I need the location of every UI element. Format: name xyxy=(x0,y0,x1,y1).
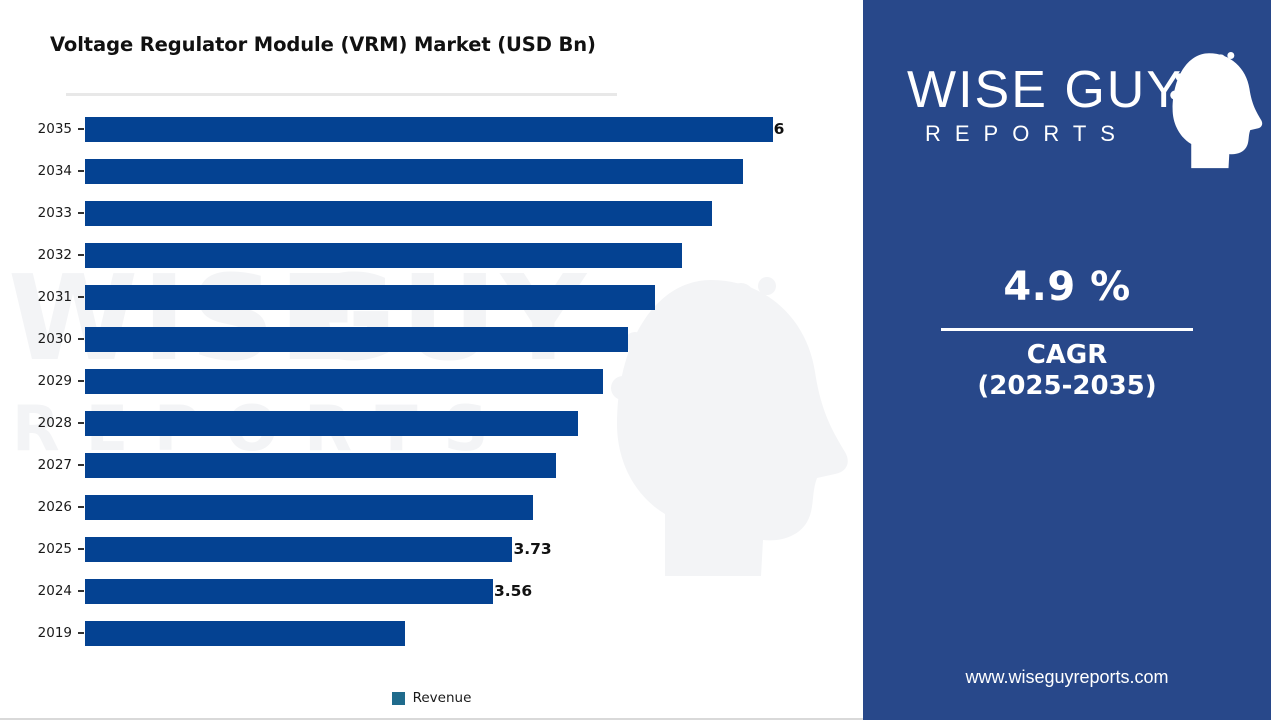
bar xyxy=(85,494,534,520)
brand-panel: WISE GUY REPORTS 4.9 xyxy=(863,0,1271,720)
cagr-value: 4.9 % xyxy=(1003,264,1131,310)
bar-container xyxy=(85,150,743,192)
bar-row: 2029 xyxy=(0,360,863,402)
cagr-divider xyxy=(941,328,1193,331)
bar-container xyxy=(85,192,712,234)
logo-primary-text: WISE GUY xyxy=(907,61,1184,119)
chart-title: Voltage Regulator Module (VRM) Market (U… xyxy=(50,33,596,56)
bar-row: 2024 3.56 xyxy=(0,570,863,612)
chart-legend: Revenue xyxy=(0,690,863,706)
bar xyxy=(85,200,712,226)
y-axis-tick-mark xyxy=(78,170,84,172)
y-axis-tick-label: 2025 xyxy=(37,541,72,557)
bar-value-label: 6 xyxy=(773,120,785,138)
y-axis-tick-mark xyxy=(78,128,84,130)
bar-row: 2034 xyxy=(0,150,863,192)
bar xyxy=(85,578,493,604)
wiseguyreports-logo: WISE GUY REPORTS xyxy=(863,38,1271,174)
bar-row: 2019 xyxy=(0,612,863,654)
bar-container xyxy=(85,402,578,444)
bar-container xyxy=(85,612,405,654)
y-axis-tick-label: 2029 xyxy=(37,373,72,389)
bar-container: 6 xyxy=(85,108,784,150)
legend-label-revenue: Revenue xyxy=(412,690,472,706)
bar-container xyxy=(85,486,534,528)
y-axis-tick-mark xyxy=(78,506,84,508)
bar-row: 2025 3.73 xyxy=(0,528,863,570)
bar-row: 2032 xyxy=(0,234,863,276)
bar-value-label: 3.73 xyxy=(513,540,552,558)
y-axis-tick-mark xyxy=(78,632,84,634)
y-axis-tick-label: 2026 xyxy=(37,499,72,515)
y-axis-tick-label: 2033 xyxy=(37,205,72,221)
bar xyxy=(85,116,773,142)
bar-row: 2031 xyxy=(0,276,863,318)
y-axis-tick-label: 2027 xyxy=(37,457,72,473)
y-axis-tick-mark xyxy=(78,212,84,214)
y-axis-tick-label: 2032 xyxy=(37,247,72,263)
y-axis-tick-mark xyxy=(78,548,84,550)
bar xyxy=(85,536,513,562)
y-axis-tick-mark xyxy=(78,380,84,382)
logo-secondary-text: REPORTS xyxy=(925,121,1129,146)
bar-value-label: 3.56 xyxy=(493,582,533,600)
bar-container: 3.73 xyxy=(85,528,552,570)
bar-container xyxy=(85,276,655,318)
bar-row: 2027 xyxy=(0,444,863,486)
y-axis-tick-label: 2035 xyxy=(37,121,72,137)
bar-container: 3.56 xyxy=(85,570,532,612)
bar-row: 2035 6 xyxy=(0,108,863,150)
bar xyxy=(85,242,683,268)
y-axis-tick-mark xyxy=(78,590,84,592)
bar-row: 2033 xyxy=(0,192,863,234)
bar xyxy=(85,326,629,352)
y-axis-tick-mark xyxy=(78,254,84,256)
y-axis-tick-label: 2034 xyxy=(37,163,72,179)
bar-chart-plot-area: 2035 6 2034 2033 2032 2031 2030 2029 2028 2027 202… xyxy=(0,108,863,666)
y-axis-tick-mark xyxy=(78,338,84,340)
bar-container xyxy=(85,318,629,360)
bar xyxy=(85,158,743,184)
y-axis-tick-label: 2024 xyxy=(37,583,72,599)
y-axis-tick-label: 2028 xyxy=(37,415,72,431)
logo-head-icon xyxy=(1170,52,1263,169)
cagr-label-line2: (2025-2035) xyxy=(977,370,1157,401)
y-axis-tick-mark xyxy=(78,464,84,466)
title-divider xyxy=(66,93,617,96)
bar xyxy=(85,452,556,478)
y-axis-tick-label: 2019 xyxy=(37,625,72,641)
website-url: www.wiseguyreports.com xyxy=(965,667,1169,687)
bar-container xyxy=(85,360,603,402)
bar-row: 2030 xyxy=(0,318,863,360)
bar-container xyxy=(85,444,556,486)
cagr-label: CAGR (2025-2035) xyxy=(863,340,1271,401)
bar xyxy=(85,620,405,646)
cagr-label-line1: CAGR xyxy=(1026,340,1108,370)
bar xyxy=(85,284,655,310)
bar xyxy=(85,368,603,394)
y-axis-tick-mark xyxy=(78,422,84,424)
bar xyxy=(85,410,578,436)
y-axis-tick-label: 2030 xyxy=(37,331,72,347)
bar-row: 2026 xyxy=(0,486,863,528)
bar-row: 2028 xyxy=(0,402,863,444)
y-axis-tick-label: 2031 xyxy=(37,289,72,305)
bar-container xyxy=(85,234,683,276)
y-axis-tick-mark xyxy=(78,296,84,298)
chart-panel: WISE GUY REPORTS xyxy=(0,33,863,720)
legend-swatch-revenue xyxy=(391,691,405,705)
